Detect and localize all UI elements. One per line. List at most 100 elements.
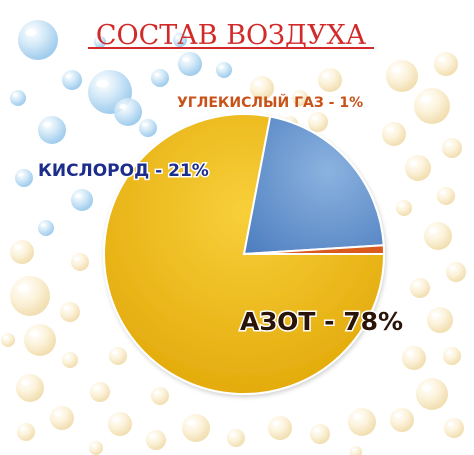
bubble-highlight-25 — [409, 160, 418, 166]
bubble-highlight-46 — [54, 411, 62, 416]
bubble-highlight-29 — [449, 266, 456, 271]
bubble-highlight-24 — [386, 127, 394, 132]
bubble-5 — [139, 119, 157, 137]
bubble-highlight-7 — [182, 57, 190, 62]
bubble-highlight-6 — [119, 104, 128, 110]
bubble-highlight-48 — [21, 380, 30, 386]
bubble-highlight-32 — [446, 350, 452, 355]
pie-slice-oxygen — [242, 115, 385, 256]
bubble-highlight-30 — [413, 282, 420, 287]
bubble-background — [1, 20, 466, 455]
bubble-33 — [402, 346, 426, 370]
bubble-40 — [227, 429, 245, 447]
bubble-highlight-42 — [149, 434, 156, 439]
bubble-44 — [151, 387, 169, 405]
bubble-1 — [62, 70, 82, 90]
pie-slice-co2 — [243, 244, 386, 255]
bubble-highlight-31 — [431, 312, 440, 318]
bubble-46 — [50, 406, 74, 430]
chart-title-text: СОСТАВ ВОЗДУХА — [96, 20, 367, 51]
bubble-highlight-36 — [447, 422, 454, 427]
bubble-50 — [60, 302, 80, 322]
bubble-31 — [427, 307, 453, 333]
bubble-highlight-11 — [75, 193, 82, 198]
slice-labels: УГЛЕКИСЛЫЙ ГАЗ - 1% КИСЛОРОД - 21% АЗОТ … — [37, 94, 405, 338]
bubble-26 — [437, 187, 455, 205]
bubble-highlight-2 — [12, 93, 18, 97]
bubble-8 — [216, 62, 232, 78]
bubble-highlight-40 — [230, 432, 236, 437]
bubble-17 — [318, 68, 342, 92]
bubble-59 — [350, 446, 362, 455]
bubble-24 — [382, 122, 406, 146]
bubble-25 — [405, 155, 431, 181]
bubble-38 — [310, 424, 330, 444]
bubble-highlight-57 — [3, 336, 8, 339]
bubble-2 — [10, 90, 26, 106]
bubble-18 — [308, 112, 328, 132]
bubble-highlight-0 — [25, 28, 37, 36]
bubble-42 — [146, 430, 166, 450]
bubble-52 — [10, 240, 34, 264]
bubble-highlight-8 — [218, 65, 224, 69]
bubble-4 — [151, 69, 169, 87]
bubble-12 — [38, 220, 54, 236]
bubble-highlight-34 — [421, 385, 431, 391]
bubble-21 — [434, 52, 458, 76]
bubble-highlight-45 — [93, 386, 100, 391]
bubble-41 — [182, 414, 210, 442]
bubble-53 — [71, 253, 89, 271]
bubble-0 — [18, 20, 58, 60]
pie — [103, 113, 386, 395]
bubble-highlight-1 — [65, 74, 72, 78]
bubble-highlight-49 — [29, 331, 39, 337]
bubble-43 — [108, 412, 132, 436]
bubble-highlight-18 — [311, 116, 318, 120]
bubble-highlight-23 — [445, 142, 452, 146]
bubble-highlight-17 — [322, 73, 330, 78]
bubble-22 — [414, 88, 450, 124]
bubble-10 — [15, 169, 33, 187]
bubble-highlight-38 — [313, 428, 320, 433]
bubble-highlight-28 — [429, 228, 438, 234]
bubble-28 — [424, 222, 452, 250]
bubble-highlight-20 — [391, 67, 401, 73]
bubble-36 — [444, 418, 464, 438]
bubble-highlight-51 — [17, 284, 29, 292]
slice-label-nitrogen: АЗОТ - 78% — [240, 307, 403, 336]
bubble-highlight-43 — [112, 417, 120, 422]
bubble-highlight-12 — [40, 223, 46, 227]
bubble-highlight-59 — [352, 448, 356, 451]
chart-title: СОСТАВ ВОЗДУХА — [88, 20, 374, 51]
bubble-45 — [90, 382, 110, 402]
bubble-highlight-50 — [63, 306, 70, 311]
bubble-29 — [446, 262, 466, 282]
bubble-30 — [410, 278, 430, 298]
bubble-highlight-13 — [175, 36, 180, 39]
bubble-37 — [348, 408, 376, 436]
bubble-54 — [62, 352, 78, 368]
bubble-9 — [38, 116, 66, 144]
bubble-7 — [178, 52, 202, 76]
bubble-highlight-9 — [43, 122, 52, 128]
bubble-highlight-14 — [96, 38, 100, 41]
bubble-highlight-21 — [438, 57, 446, 62]
slice-label-oxygen: КИСЛОРОД - 21% — [38, 161, 209, 181]
bubble-highlight-41 — [187, 420, 196, 426]
slice-label-co2: УГЛЕКИСЛЫЙ ГАЗ - 1% — [177, 94, 363, 111]
bubble-highlight-16 — [294, 93, 300, 97]
bubble-32 — [443, 347, 461, 365]
bubble-highlight-27 — [398, 203, 404, 207]
bubble-highlight-53 — [74, 256, 80, 261]
bubble-highlight-33 — [406, 351, 414, 356]
bubble-48 — [16, 374, 44, 402]
bubble-23 — [442, 138, 462, 158]
bubble-20 — [386, 60, 418, 92]
bubble-highlight-47 — [20, 426, 26, 431]
bubble-6 — [114, 98, 142, 126]
bubble-35 — [390, 408, 414, 432]
bubble-highlight-55 — [112, 350, 118, 355]
bubble-49 — [24, 324, 56, 356]
bubble-highlight-3 — [96, 79, 109, 88]
